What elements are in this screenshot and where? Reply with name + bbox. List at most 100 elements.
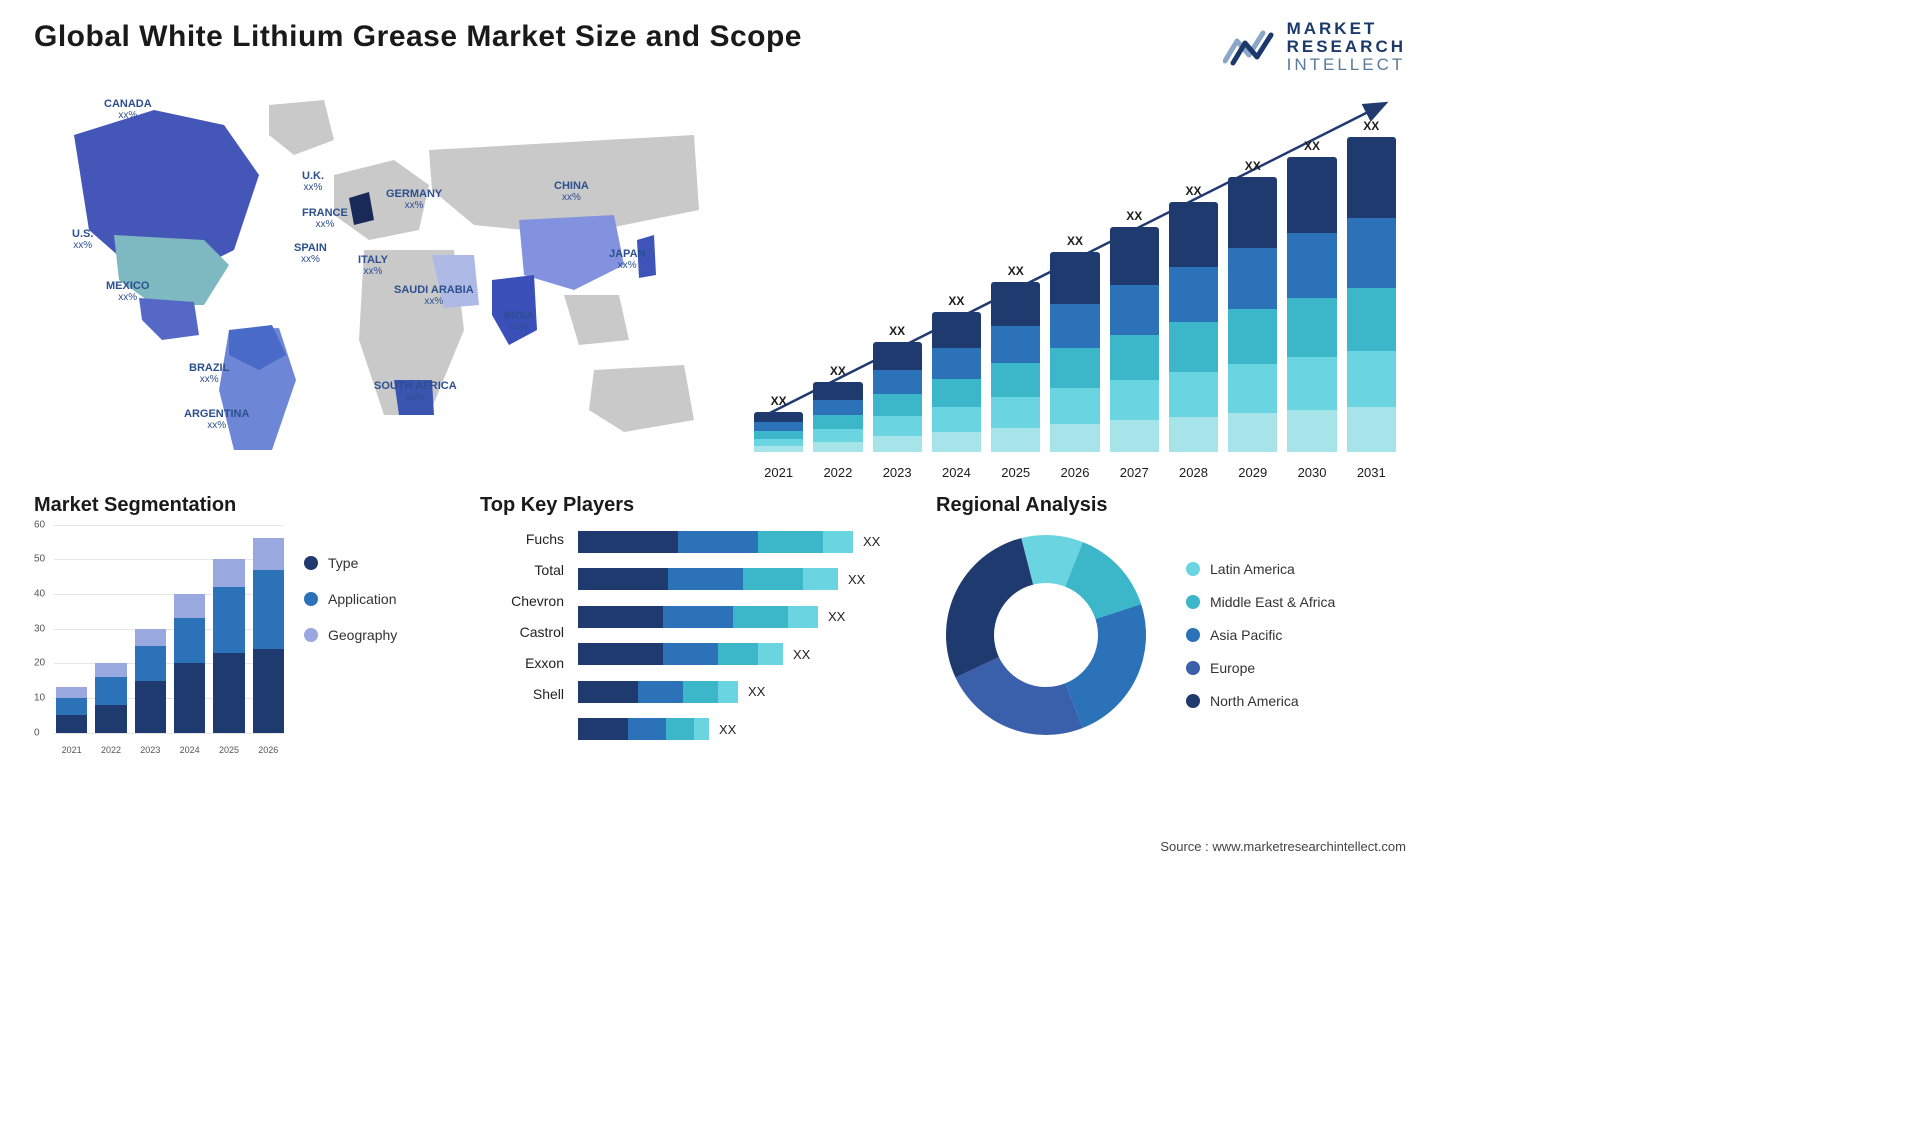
players-bars: XX XX XX XX XX XX <box>578 525 910 741</box>
growth-bar-label: XX <box>771 394 787 408</box>
legend-label: Asia Pacific <box>1210 627 1282 643</box>
player-value: XX <box>793 647 810 662</box>
growth-x-label: 2022 <box>813 459 862 480</box>
seg-bar <box>56 687 87 732</box>
growth-x-label: 2023 <box>873 459 922 480</box>
growth-x-label: 2030 <box>1287 459 1336 480</box>
segmentation-chart: 0102030405060 202120222023202420252026 <box>34 525 284 755</box>
logo-mark-icon <box>1223 27 1277 67</box>
seg-ytick: 20 <box>34 658 45 669</box>
seg-x-label: 2026 <box>253 745 284 755</box>
map-label: BRAZILxx% <box>189 362 229 386</box>
growth-bar-label: XX <box>889 324 905 338</box>
seg-x-label: 2023 <box>135 745 166 755</box>
growth-bar: XX <box>1228 159 1277 452</box>
legend-item: Latin America <box>1186 561 1406 577</box>
growth-bar: XX <box>991 264 1040 452</box>
seg-bar <box>213 559 244 732</box>
player-value: XX <box>719 722 736 737</box>
players-title: Top Key Players <box>480 494 910 517</box>
map-label: SPAINxx% <box>294 242 327 266</box>
growth-bar: XX <box>1169 184 1218 452</box>
segmentation-panel: Market Segmentation 0102030405060 202120… <box>34 494 454 755</box>
legend-label: North America <box>1210 693 1299 709</box>
donut-slice <box>946 538 1033 677</box>
seg-bar <box>253 538 284 732</box>
legend-label: Latin America <box>1210 561 1295 577</box>
donut-slice <box>1065 604 1146 728</box>
growth-bar-label: XX <box>1008 264 1024 278</box>
player-row: XX <box>578 606 910 628</box>
growth-chart-panel: XXXXXXXXXXXXXXXXXXXXXX 20212022202320242… <box>754 80 1406 480</box>
segmentation-legend: Type Application Geography <box>304 525 454 755</box>
map-label: U.K.xx% <box>302 170 324 194</box>
legend-item: Application <box>304 591 454 607</box>
legend-label: Application <box>328 591 397 607</box>
brand-logo: MARKET RESEARCH INTELLECT <box>1223 20 1406 74</box>
logo-line-3: INTELLECT <box>1287 56 1406 74</box>
player-row: XX <box>578 531 910 553</box>
legend-item: Type <box>304 555 454 571</box>
growth-x-label: 2024 <box>932 459 981 480</box>
map-label: ARGENTINAxx% <box>184 408 249 432</box>
map-label: ITALYxx% <box>358 254 388 278</box>
growth-bar-label: XX <box>1067 234 1083 248</box>
legend-item: Middle East & Africa <box>1186 594 1406 610</box>
player-value: XX <box>748 684 765 699</box>
player-value: XX <box>828 609 845 624</box>
player-label: Exxon <box>480 655 564 671</box>
source-line: Source : www.marketresearchintellect.com <box>1160 839 1406 854</box>
map-label: SOUTH AFRICAxx% <box>374 380 457 404</box>
seg-ytick: 10 <box>34 692 45 703</box>
legend-label: Type <box>328 555 358 571</box>
map-label: U.S.xx% <box>72 228 93 252</box>
seg-x-label: 2021 <box>56 745 87 755</box>
legend-label: Geography <box>328 627 397 643</box>
player-label: Shell <box>480 686 564 702</box>
seg-ytick: 0 <box>34 727 40 738</box>
player-value: XX <box>848 572 865 587</box>
seg-ytick: 60 <box>34 519 45 530</box>
legend-label: Europe <box>1210 660 1255 676</box>
player-label: Fuchs <box>480 531 564 547</box>
growth-bar-label: XX <box>1304 139 1320 153</box>
player-row: XX <box>578 643 910 665</box>
legend-item: Geography <box>304 627 454 643</box>
legend-item: Europe <box>1186 660 1406 676</box>
segmentation-title: Market Segmentation <box>34 494 454 517</box>
growth-bar-label: XX <box>1126 209 1142 223</box>
growth-bar: XX <box>932 294 981 452</box>
legend-label: Middle East & Africa <box>1210 594 1335 610</box>
growth-bar: XX <box>1287 139 1336 452</box>
players-panel: Top Key Players FuchsTotalChevronCastrol… <box>480 494 910 755</box>
growth-bar-label: XX <box>948 294 964 308</box>
seg-x-label: 2025 <box>213 745 244 755</box>
regional-panel: Regional Analysis Latin America Middle Ea… <box>936 494 1406 755</box>
player-row: XX <box>578 681 910 703</box>
seg-x-label: 2022 <box>95 745 126 755</box>
growth-bar-label: XX <box>1185 184 1201 198</box>
seg-bar <box>95 663 126 732</box>
growth-bar: XX <box>1110 209 1159 452</box>
growth-x-label: 2021 <box>754 459 803 480</box>
page-title: Global White Lithium Grease Market Size … <box>34 20 802 54</box>
logo-line-1: MARKET <box>1287 20 1406 38</box>
player-row: XX <box>578 568 910 590</box>
growth-x-label: 2027 <box>1110 459 1159 480</box>
donut-slice <box>955 657 1082 735</box>
growth-x-label: 2025 <box>991 459 1040 480</box>
regional-title: Regional Analysis <box>936 494 1406 517</box>
growth-x-label: 2026 <box>1050 459 1099 480</box>
seg-ytick: 40 <box>34 588 45 599</box>
growth-bar-label: XX <box>830 364 846 378</box>
growth-bar: XX <box>1050 234 1099 452</box>
player-label: Castrol <box>480 624 564 640</box>
growth-bar: XX <box>1347 119 1396 452</box>
map-label: SAUDI ARABIAxx% <box>394 284 474 308</box>
regional-legend: Latin America Middle East & Africa Asia Pa… <box>1186 561 1406 709</box>
growth-x-label: 2029 <box>1228 459 1277 480</box>
growth-bar: XX <box>754 394 803 452</box>
world-map-panel: CANADAxx%U.S.xx%MEXICOxx%BRAZILxx%ARGENT… <box>34 80 734 480</box>
legend-item: North America <box>1186 693 1406 709</box>
map-label: MEXICOxx% <box>106 280 149 304</box>
